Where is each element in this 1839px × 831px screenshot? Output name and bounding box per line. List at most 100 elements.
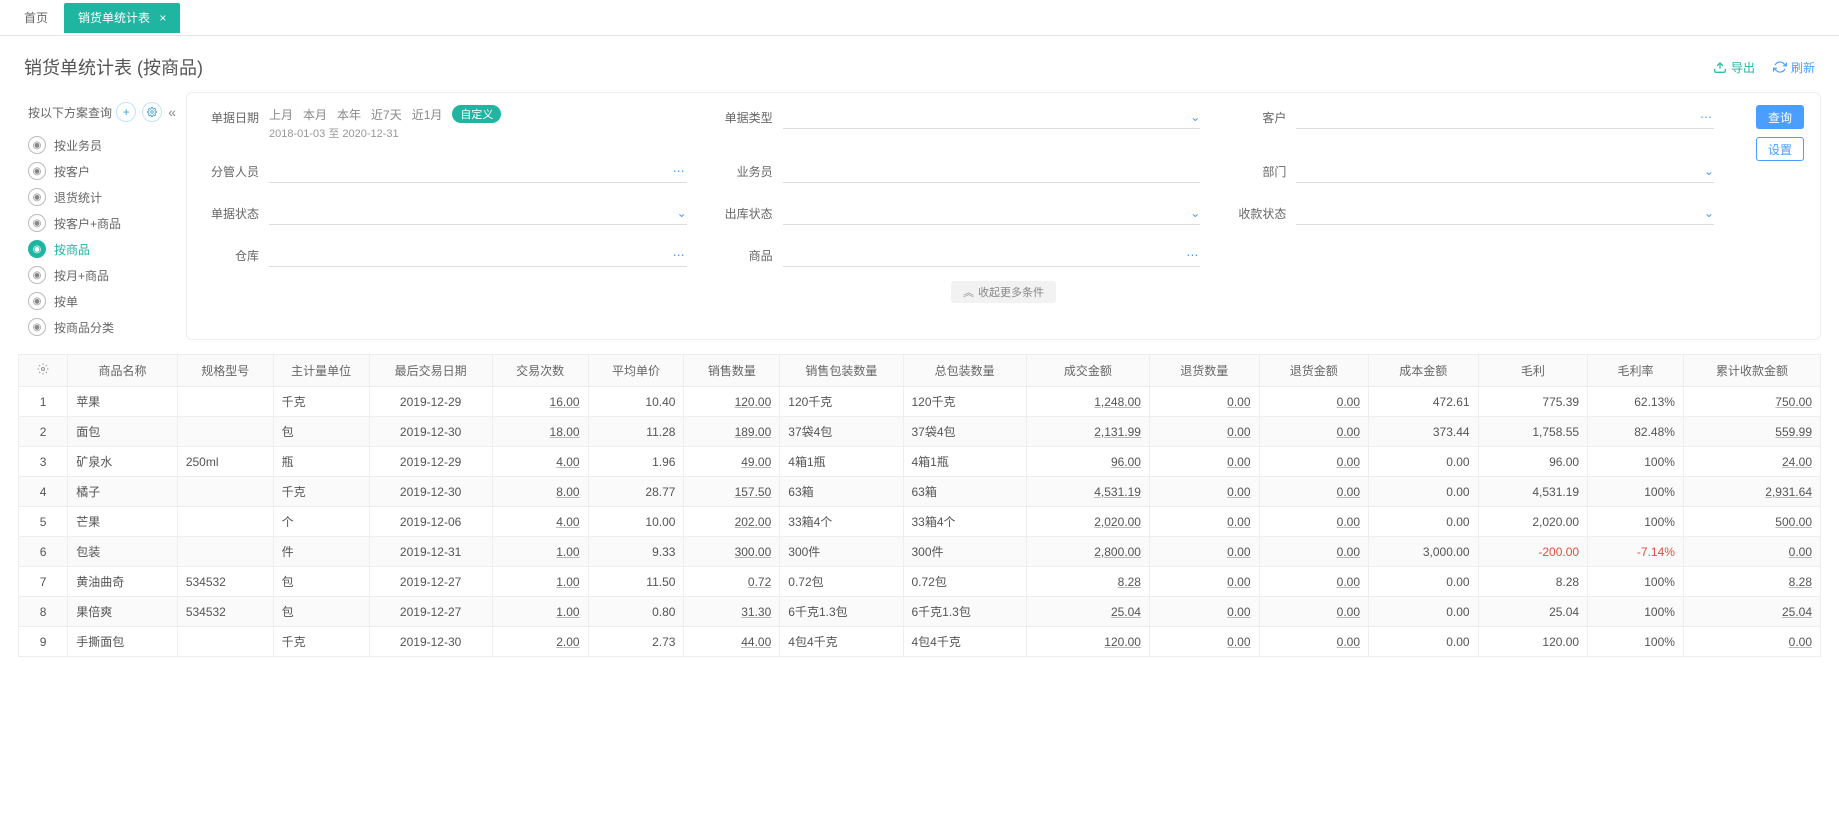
- filter-manager-input[interactable]: ⋯: [269, 159, 687, 183]
- th-tpack[interactable]: 总包装数量: [903, 355, 1026, 387]
- cell-ret-amt[interactable]: 0.00: [1259, 447, 1369, 477]
- cell-amt[interactable]: 2,800.00: [1026, 537, 1149, 567]
- cell-times[interactable]: 4.00: [492, 447, 588, 477]
- sidebar-item-5[interactable]: ◉按月+商品: [24, 262, 180, 288]
- cell-times[interactable]: 1.00: [492, 537, 588, 567]
- cell-times[interactable]: 4.00: [492, 507, 588, 537]
- sidebar-item-3[interactable]: ◉按客户+商品: [24, 210, 180, 236]
- th-gross[interactable]: 毛利: [1478, 355, 1588, 387]
- table-row[interactable]: 4橘子千克2019-12-308.0028.77157.5063箱63箱4,53…: [19, 477, 1821, 507]
- cell-amt[interactable]: 120.00: [1026, 627, 1149, 657]
- cell-times[interactable]: 16.00: [492, 387, 588, 417]
- th-amt[interactable]: 成交金额: [1026, 355, 1149, 387]
- cell-amt[interactable]: 2,020.00: [1026, 507, 1149, 537]
- table-gear-header[interactable]: [19, 355, 68, 387]
- cell-amt[interactable]: 1,248.00: [1026, 387, 1149, 417]
- cell-amt[interactable]: 2,131.99: [1026, 417, 1149, 447]
- add-scheme-button[interactable]: +: [116, 102, 136, 122]
- th-avg[interactable]: 平均单价: [588, 355, 684, 387]
- date-link-this-month[interactable]: 本月: [303, 106, 327, 123]
- date-link-last-month[interactable]: 上月: [269, 106, 293, 123]
- th-qty[interactable]: 销售数量: [684, 355, 780, 387]
- table-row[interactable]: 1苹果千克2019-12-2916.0010.40120.00120千克120千…: [19, 387, 1821, 417]
- export-button[interactable]: 导出: [1713, 59, 1755, 76]
- cell-ret-qty[interactable]: 0.00: [1149, 387, 1259, 417]
- cell-amt[interactable]: 25.04: [1026, 597, 1149, 627]
- cell-paid[interactable]: 500.00: [1683, 507, 1820, 537]
- date-link-7d[interactable]: 近7天: [371, 106, 402, 123]
- close-icon[interactable]: ×: [159, 11, 166, 25]
- cell-times[interactable]: 1.00: [492, 597, 588, 627]
- table-row[interactable]: 3矿泉水250ml瓶2019-12-294.001.9649.004箱1瓶4箱1…: [19, 447, 1821, 477]
- filter-warehouse-input[interactable]: ⋯: [269, 243, 687, 267]
- filter-product-input[interactable]: ⋯: [783, 243, 1201, 267]
- cell-qty[interactable]: 44.00: [684, 627, 780, 657]
- cell-qty[interactable]: 120.00: [684, 387, 780, 417]
- cell-ret-qty[interactable]: 0.00: [1149, 537, 1259, 567]
- table-row[interactable]: 7黄油曲奇534532包2019-12-271.0011.500.720.72包…: [19, 567, 1821, 597]
- cell-ret-amt[interactable]: 0.00: [1259, 507, 1369, 537]
- filter-dept-input[interactable]: ⌄: [1296, 159, 1714, 183]
- cell-qty[interactable]: 202.00: [684, 507, 780, 537]
- th-paid[interactable]: 累计收款金额: [1683, 355, 1820, 387]
- cell-paid[interactable]: 8.28: [1683, 567, 1820, 597]
- sidebar-item-2[interactable]: ◉退货统计: [24, 184, 180, 210]
- cell-times[interactable]: 1.00: [492, 567, 588, 597]
- table-row[interactable]: 8果倍爽534532包2019-12-271.000.8031.306千克1.3…: [19, 597, 1821, 627]
- cell-amt[interactable]: 4,531.19: [1026, 477, 1149, 507]
- cell-paid[interactable]: 750.00: [1683, 387, 1820, 417]
- table-row[interactable]: 2面包包2019-12-3018.0011.28189.0037袋4包37袋4包…: [19, 417, 1821, 447]
- cell-ret-qty[interactable]: 0.00: [1149, 567, 1259, 597]
- setting-button[interactable]: 设置: [1756, 137, 1804, 161]
- sidebar-item-6[interactable]: ◉按单: [24, 288, 180, 314]
- collapse-sidebar-icon[interactable]: «: [168, 104, 176, 120]
- cell-ret-amt[interactable]: 0.00: [1259, 597, 1369, 627]
- cell-qty[interactable]: 300.00: [684, 537, 780, 567]
- table-row[interactable]: 6包装件2019-12-311.009.33300.00300件300件2,80…: [19, 537, 1821, 567]
- date-link-1m[interactable]: 近1月: [412, 106, 443, 123]
- cell-ret-amt[interactable]: 0.00: [1259, 477, 1369, 507]
- query-button[interactable]: 查询: [1756, 105, 1804, 129]
- refresh-button[interactable]: 刷新: [1773, 59, 1815, 76]
- cell-ret-qty[interactable]: 0.00: [1149, 477, 1259, 507]
- collapse-filters-button[interactable]: ︽ 收起更多条件: [951, 281, 1056, 303]
- cell-qty[interactable]: 189.00: [684, 417, 780, 447]
- th-times[interactable]: 交易次数: [492, 355, 588, 387]
- th-cost[interactable]: 成本金额: [1369, 355, 1479, 387]
- cell-ret-qty[interactable]: 0.00: [1149, 417, 1259, 447]
- th-pack[interactable]: 销售包装数量: [780, 355, 903, 387]
- cell-ret-qty[interactable]: 0.00: [1149, 627, 1259, 657]
- filter-doc-status-input[interactable]: ⌄: [269, 201, 687, 225]
- date-link-this-year[interactable]: 本年: [337, 106, 361, 123]
- cell-paid[interactable]: 0.00: [1683, 627, 1820, 657]
- cell-paid[interactable]: 24.00: [1683, 447, 1820, 477]
- sidebar-item-4[interactable]: ◉按商品: [24, 236, 180, 262]
- cell-times[interactable]: 8.00: [492, 477, 588, 507]
- cell-times[interactable]: 18.00: [492, 417, 588, 447]
- cell-paid[interactable]: 2,931.64: [1683, 477, 1820, 507]
- cell-amt[interactable]: 8.28: [1026, 567, 1149, 597]
- table-row[interactable]: 5芒果个2019-12-064.0010.00202.0033箱4个33箱4个2…: [19, 507, 1821, 537]
- th-unit[interactable]: 主计量单位: [273, 355, 369, 387]
- cell-ret-qty[interactable]: 0.00: [1149, 507, 1259, 537]
- cell-paid[interactable]: 559.99: [1683, 417, 1820, 447]
- cell-ret-qty[interactable]: 0.00: [1149, 447, 1259, 477]
- cell-amt[interactable]: 96.00: [1026, 447, 1149, 477]
- tab-current[interactable]: 销货单统计表 ×: [64, 3, 180, 33]
- tab-home[interactable]: 首页: [10, 3, 62, 33]
- th-ret-qty[interactable]: 退货数量: [1149, 355, 1259, 387]
- cell-times[interactable]: 2.00: [492, 627, 588, 657]
- cell-paid[interactable]: 25.04: [1683, 597, 1820, 627]
- cell-ret-amt[interactable]: 0.00: [1259, 627, 1369, 657]
- cell-paid[interactable]: 0.00: [1683, 537, 1820, 567]
- cell-ret-amt[interactable]: 0.00: [1259, 387, 1369, 417]
- filter-out-status-input[interactable]: ⌄: [783, 201, 1201, 225]
- th-rate[interactable]: 毛利率: [1588, 355, 1684, 387]
- cell-ret-qty[interactable]: 0.00: [1149, 597, 1259, 627]
- cell-ret-amt[interactable]: 0.00: [1259, 537, 1369, 567]
- date-custom-pill[interactable]: 自定义: [452, 105, 501, 123]
- th-last-date[interactable]: 最后交易日期: [369, 355, 492, 387]
- cell-qty[interactable]: 49.00: [684, 447, 780, 477]
- filter-salesperson-input[interactable]: [783, 159, 1201, 183]
- filter-pay-status-input[interactable]: ⌄: [1296, 201, 1714, 225]
